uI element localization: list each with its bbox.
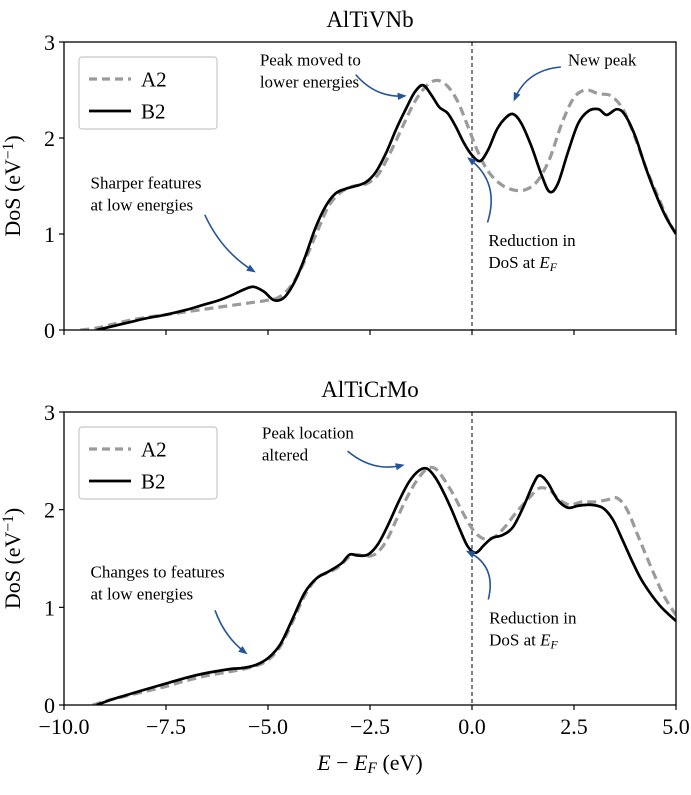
- annotation-new-peak: New peak: [513, 51, 637, 102]
- y-tick-label: 0: [44, 693, 55, 718]
- annotation-sharper-features-arrow: [204, 214, 254, 272]
- annotation-peak-moved-arrowhead: [397, 92, 407, 100]
- series-group: [92, 465, 676, 705]
- y-tick-label: 3: [44, 400, 55, 425]
- annotation-new-peak-line1: New peak: [568, 51, 637, 70]
- annotation-peak-moved-line2: lower energies: [260, 73, 359, 92]
- x-axis-label: E − EF (eV): [316, 750, 423, 777]
- chart-title-alticrmo: AlTiCrMo: [321, 377, 419, 402]
- chart-alticrmo-content: −10.0 −7.5 −5.0 −2.5 0.0 2.5 5.0 0 1 2 3 DoS (eV−1)…: [0, 400, 690, 777]
- y-tick-label: 2: [44, 498, 55, 523]
- annotation-peak-moved-arrow: [355, 74, 404, 97]
- annotation-new-peak-arrowhead: [513, 91, 521, 102]
- x-tick-label: 5.0: [662, 714, 690, 739]
- annotation-reduction-ef-top: Reduction in DoS at EF: [467, 157, 576, 274]
- annotation-changes-features-arrowhead: [238, 645, 248, 655]
- legend-label-a2: A2: [141, 68, 167, 92]
- y-tick-label: 3: [44, 30, 55, 55]
- x-tick-label: −7.5: [146, 714, 186, 739]
- y-tick-label: 1: [44, 222, 55, 247]
- legend-label-a2: A2: [141, 438, 167, 462]
- annotation-peak-location-arrow: [347, 450, 402, 468]
- annotation-reduction-ef-bottom-line1: Reduction in: [489, 608, 577, 627]
- annotation-sharper-features-line1: Sharper features: [91, 173, 202, 192]
- ticks: 0 1 2 3: [44, 30, 677, 343]
- annotation-reduction-ef-top-arrowhead: [467, 157, 477, 166]
- annotation-changes-features-arrow: [214, 610, 246, 654]
- annotation-sharper-features-arrowhead: [246, 264, 256, 273]
- annotation-peak-moved-line1: Peak moved to: [260, 51, 361, 70]
- y-tick-label: 1: [44, 595, 55, 620]
- series-group: [80, 78, 676, 330]
- annotation-new-peak-arrow: [514, 66, 561, 100]
- x-tick-label: −2.5: [350, 714, 390, 739]
- x-tick-label: 2.5: [560, 714, 588, 739]
- y-tick-label: 0: [44, 318, 55, 343]
- series-a2-curve: [92, 465, 676, 705]
- y-tick-label: 2: [44, 126, 55, 151]
- legend-label-b2: B2: [141, 470, 166, 494]
- annotation-peak-moved: Peak moved to lower energies: [260, 51, 407, 100]
- chart-alticrmo: −10.0 −7.5 −5.0 −2.5 0.0 2.5 5.0 0 1 2 3 DoS (eV−1)…: [0, 377, 690, 777]
- annotation-peak-location: Peak location altered: [262, 424, 405, 471]
- chart-title-altivnb: AlTiVNb: [326, 7, 413, 32]
- x-tick-label: −5.0: [248, 714, 288, 739]
- annotation-sharper-features: Sharper features at low energies: [91, 173, 256, 273]
- annotation-reduction-ef-bottom-arrowhead: [465, 550, 476, 558]
- ticks: −10.0 −7.5 −5.0 −2.5 0.0 2.5 5.0 0 1 2 3: [39, 400, 690, 739]
- annotation-peak-location-arrowhead: [395, 463, 405, 471]
- series-a2-curve: [80, 78, 676, 330]
- annotation-reduction-ef-top-arrow: [469, 158, 492, 223]
- series-b2-curve: [96, 83, 676, 330]
- annotation-peak-location-line2: altered: [262, 446, 309, 465]
- y-axis-label: DoS (eV−1): [0, 135, 25, 236]
- annotation-reduction-ef-bottom-line2: DoS at EF: [489, 630, 558, 651]
- annotation-changes-features: Changes to features at low energies: [91, 562, 248, 655]
- annotation-sharper-features-line2: at low energies: [91, 195, 194, 214]
- y-axis-label: DoS (eV−1): [0, 508, 25, 609]
- annotation-changes-features-line2: at low energies: [91, 584, 194, 603]
- annotation-peak-location-line1: Peak location: [262, 424, 355, 443]
- annotation-reduction-ef-bottom: Reduction in DoS at EF: [465, 550, 577, 651]
- annotation-reduction-ef-top-line2: DoS at EF: [488, 253, 557, 274]
- x-tick-label: −10.0: [39, 714, 90, 739]
- annotation-changes-features-line1: Changes to features: [91, 562, 225, 581]
- x-tick-label: 0.0: [458, 714, 486, 739]
- legend-label-b2: B2: [141, 100, 166, 124]
- series-b2-curve: [96, 466, 676, 705]
- annotation-reduction-ef-top-line1: Reduction in: [488, 231, 576, 250]
